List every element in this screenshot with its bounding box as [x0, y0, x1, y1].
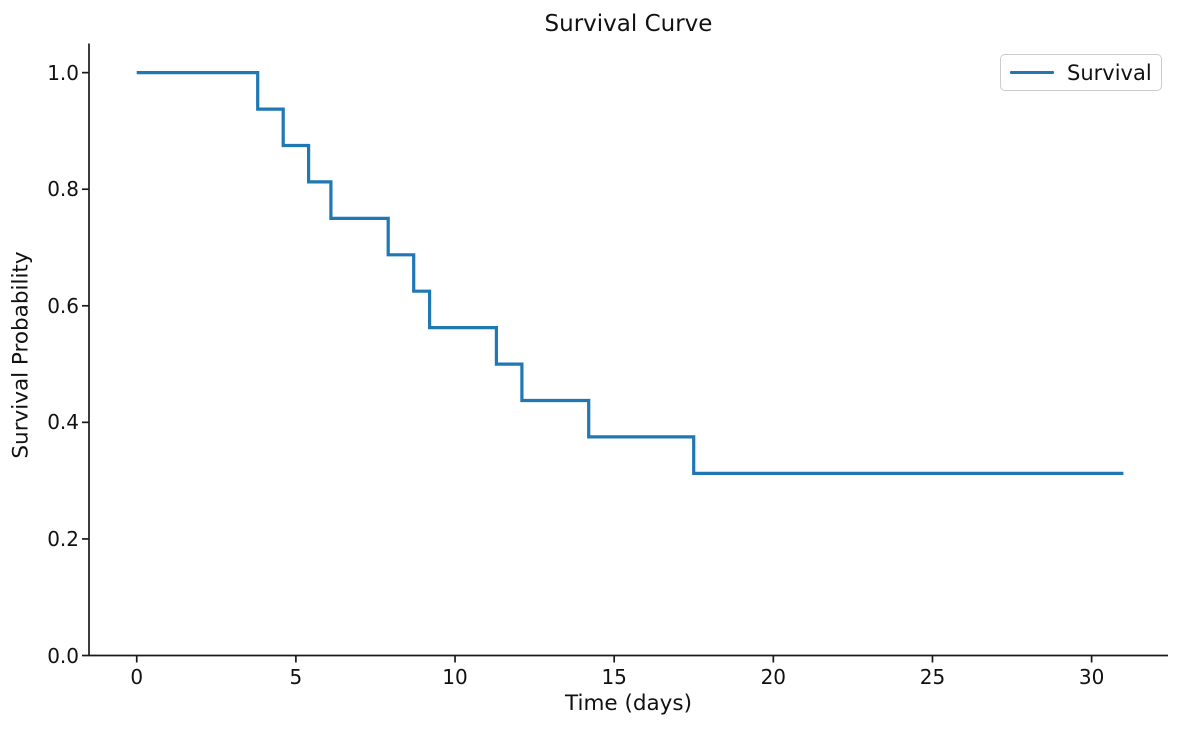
y-tick-label: 0.0 [47, 643, 79, 668]
x-axis-label: Time (days) [565, 691, 692, 716]
x-tick-label: 15 [601, 665, 627, 689]
y-tick-label: 1.0 [47, 60, 79, 85]
x-tick-label: 20 [760, 665, 787, 689]
legend-line-sample [1010, 70, 1054, 75]
x-tick-label: 0 [130, 665, 144, 689]
x-tick-label: 5 [289, 665, 303, 689]
chart-title: Survival Curve [544, 11, 713, 37]
x-tick-label: 10 [442, 665, 468, 689]
legend-label: Survival [1067, 60, 1152, 85]
y-tick-label: 0.6 [47, 293, 79, 318]
y-tick-label: 0.8 [47, 177, 79, 202]
legend: Survival [1000, 54, 1162, 91]
survival-step-line [136, 71, 1124, 475]
y-tick-label: 0.4 [47, 410, 79, 435]
y-tick-label: 0.2 [47, 526, 79, 551]
x-tick-label: 25 [919, 665, 946, 689]
x-tick-label: 30 [1078, 665, 1105, 689]
